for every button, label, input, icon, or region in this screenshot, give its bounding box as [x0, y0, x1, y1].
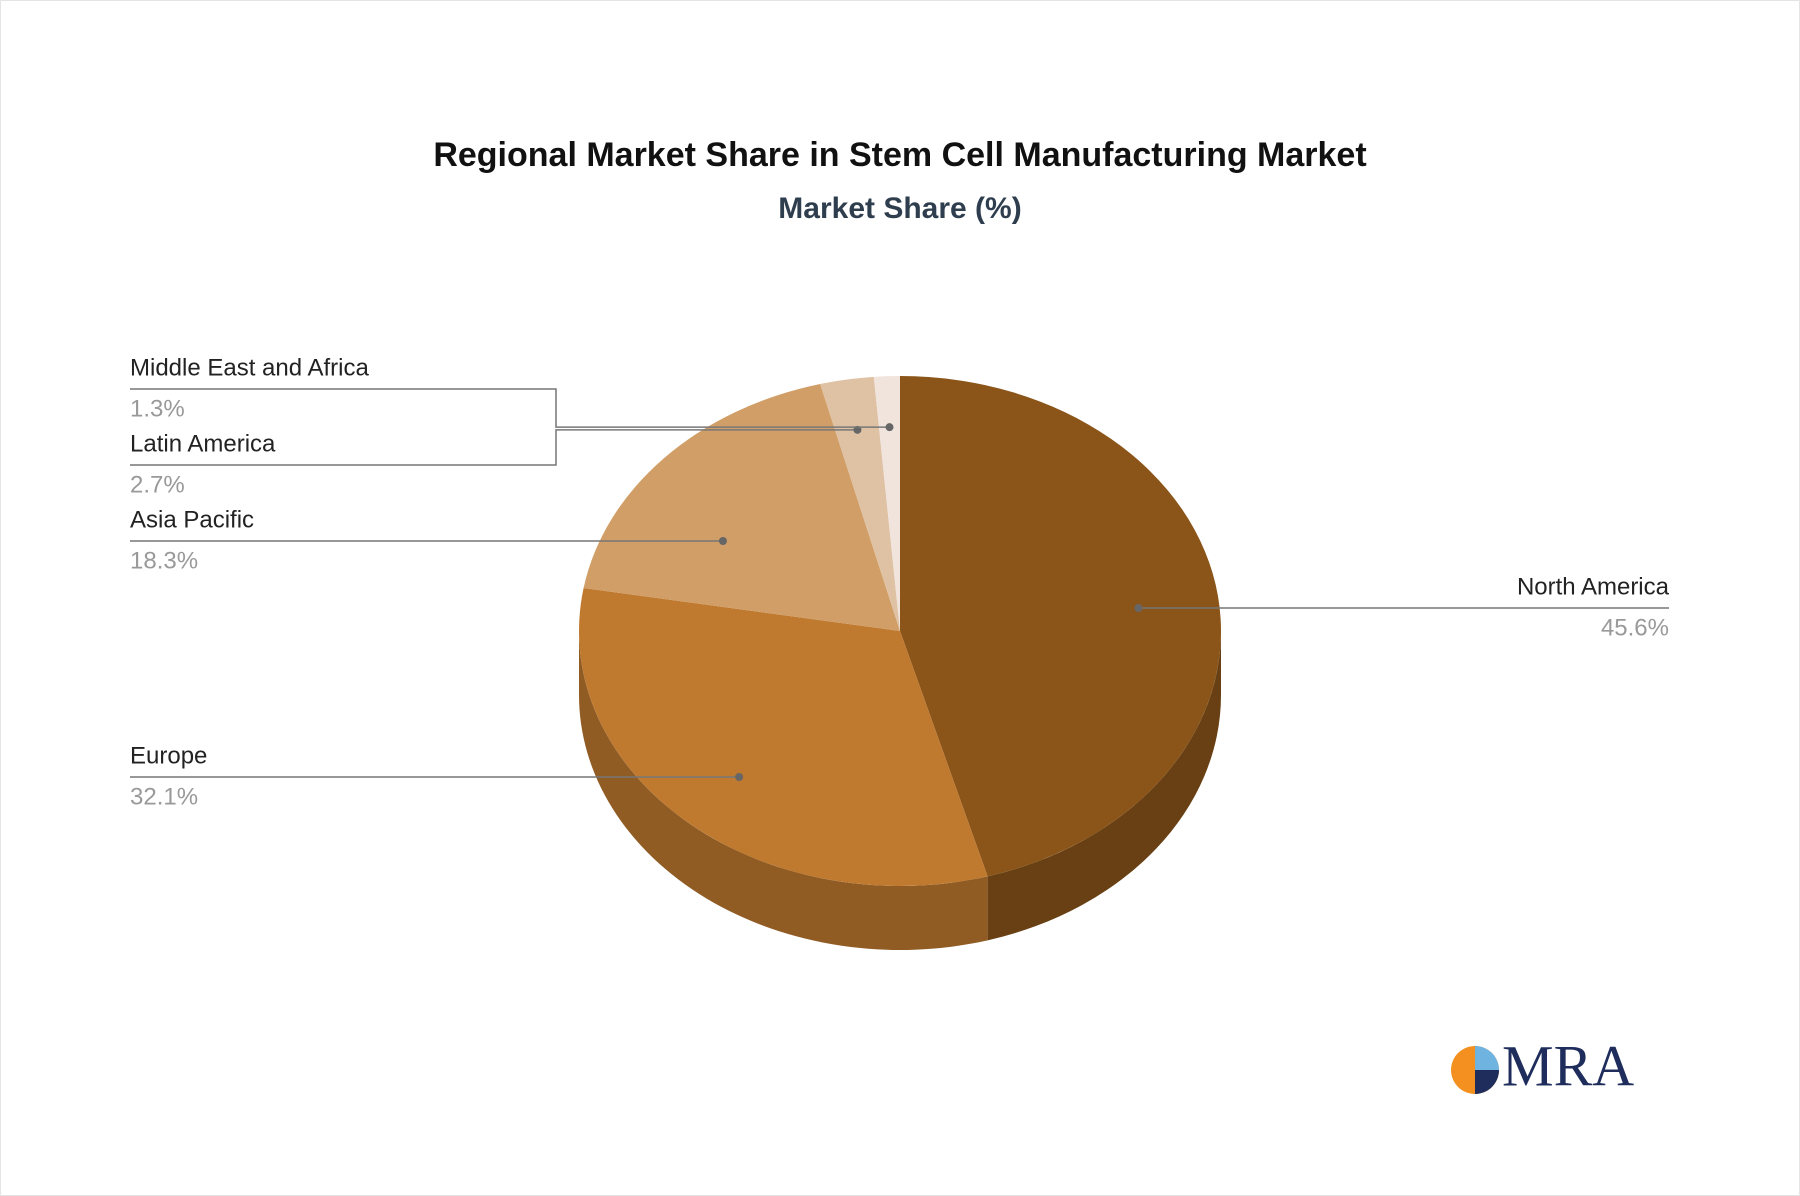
logo-icon [1475, 1046, 1499, 1070]
leader-dot [1134, 604, 1143, 612]
logo-icon [1475, 1070, 1499, 1094]
chart-title: Regional Market Share in Stem Cell Manuf… [433, 136, 1366, 174]
leader-line [130, 388, 890, 428]
leader-line [130, 429, 858, 466]
data-label: 2.7% [130, 471, 185, 498]
pie-slice [579, 587, 988, 886]
legend-label: Europe [130, 742, 207, 769]
pie-slice [873, 376, 900, 631]
data-label: 18.3% [130, 547, 198, 574]
logo-text: MRA [1502, 1033, 1634, 1098]
chart-subtitle: Market Share (%) [778, 192, 1021, 225]
pie-slice [820, 376, 900, 631]
leader-dot [718, 537, 727, 545]
data-label: 1.3% [130, 395, 185, 422]
legend-label: Asia Pacific [130, 506, 254, 533]
pie-slice [583, 384, 900, 631]
legend-label: Middle East and Africa [130, 354, 369, 381]
pie-slice [900, 376, 1222, 877]
logo: MRA [1451, 1033, 1634, 1098]
legend-label: Latin America [130, 430, 276, 457]
leader-dot [885, 423, 894, 432]
data-label: 45.6% [1601, 614, 1669, 641]
leader-dot [735, 773, 744, 781]
data-label: 32.1% [130, 783, 198, 810]
legend-label: North America [1517, 573, 1670, 600]
pie-side [579, 631, 988, 951]
pie-side [987, 631, 1221, 941]
